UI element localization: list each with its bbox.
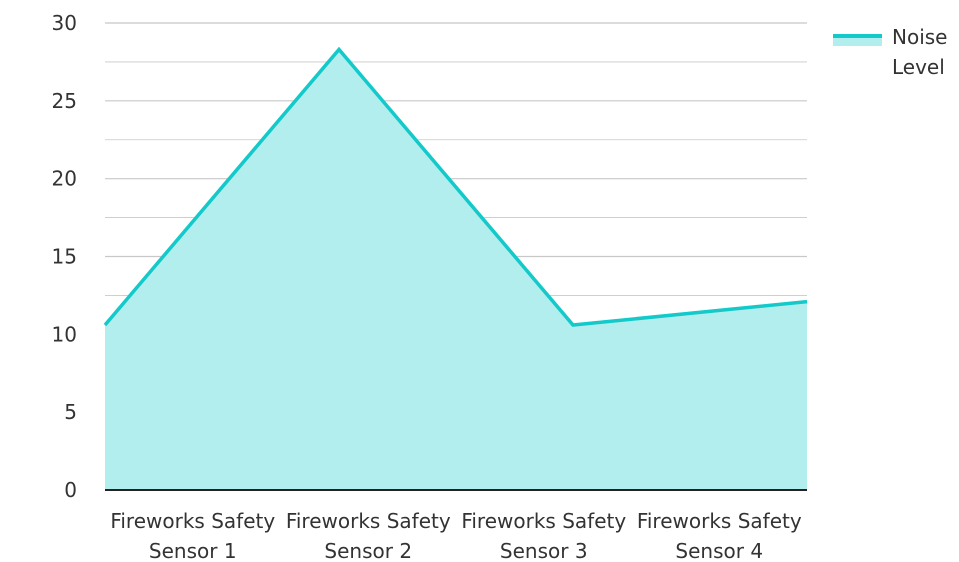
y-tick-label: 25 — [52, 89, 77, 113]
series-area — [105, 49, 807, 491]
x-category-label: Fireworks Safety Sensor 4 — [637, 509, 802, 562]
y-tick-label: 20 — [52, 167, 77, 191]
series-area-fill — [105, 49, 807, 491]
series-line-group — [103, 46, 808, 327]
legend-label: Noise Level — [892, 25, 947, 79]
y-tick-label: 5 — [64, 400, 77, 424]
series-line — [103, 46, 808, 327]
y-tick-label: 15 — [52, 245, 77, 269]
y-tick-label: 10 — [52, 322, 77, 346]
x-category-label: Fireworks Safety Sensor 1 — [110, 509, 275, 562]
x-category-label: Fireworks Safety Sensor 2 — [286, 509, 451, 562]
legend: Noise Level — [833, 25, 947, 79]
y-tick-label: 30 — [52, 11, 77, 35]
y-axis-ticks: 0 5 10 15 20 25 30 — [52, 11, 77, 502]
x-category-label: Fireworks Safety Sensor 3 — [461, 509, 626, 562]
y-tick-label: 0 — [64, 478, 77, 502]
